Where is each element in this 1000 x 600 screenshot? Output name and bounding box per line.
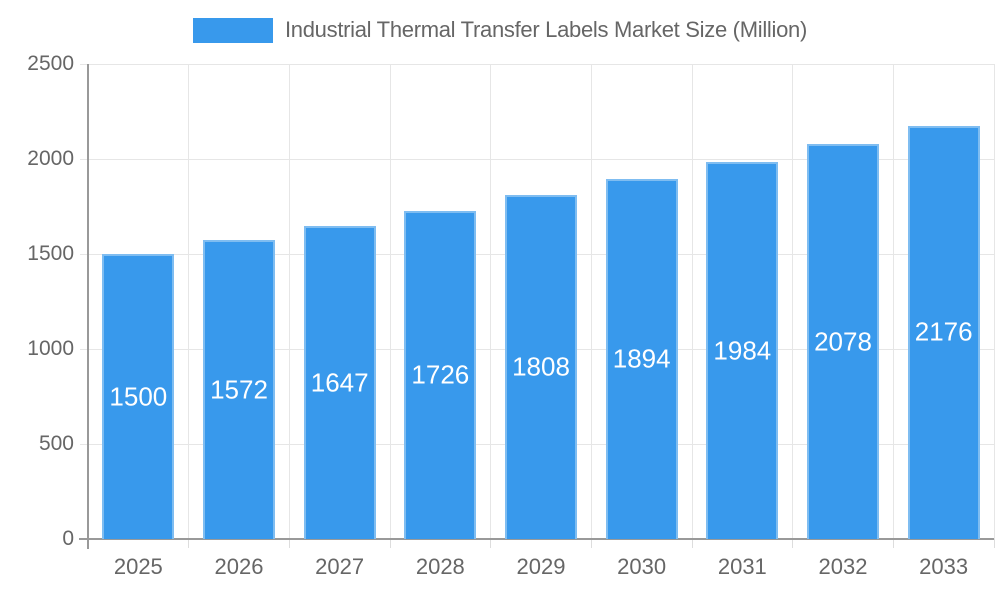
y-tick-label: 1500	[27, 242, 74, 265]
x-gridline	[993, 64, 995, 539]
x-tick-label: 2030	[617, 554, 667, 579]
x-gridline	[792, 64, 794, 539]
x-tick-label: 2027	[315, 554, 365, 579]
y-tick-label: 2500	[27, 52, 74, 75]
bar-value-label: 1894	[612, 343, 671, 374]
y-axis-labels: 0 500 1000 1500 2000 2500	[0, 52, 74, 550]
bar-2033	[907, 125, 980, 539]
x-tick-mark	[188, 539, 190, 548]
bar-value-label: 2078	[814, 326, 872, 357]
x-gridline	[892, 64, 894, 539]
y-gridline	[80, 63, 994, 65]
x-gridline	[188, 64, 190, 539]
x-tick-mark	[288, 539, 290, 548]
bar-2028	[404, 211, 477, 539]
x-axis-line	[79, 538, 994, 540]
bar-value-label: 1984	[713, 335, 772, 366]
x-tick-label: 2033	[919, 554, 969, 579]
y-tick-label: 1000	[27, 337, 74, 360]
x-tick-label: 2026	[214, 554, 264, 579]
x-tick-label: 2029	[516, 554, 566, 579]
y-tick-label: 0	[62, 527, 74, 550]
x-tick-label: 2028	[415, 554, 465, 579]
y-tick-label: 500	[38, 432, 74, 455]
x-tick-mark	[490, 539, 492, 548]
bar-2025	[102, 254, 175, 539]
bar-2030	[605, 179, 678, 539]
plot-area: 1500 1572 1647 1726 1808 1894 1984 2078 2176	[79, 63, 995, 549]
x-gridline	[389, 64, 391, 539]
y-axis-line	[87, 64, 89, 549]
x-tick-mark	[691, 539, 693, 548]
bar-2029	[505, 195, 577, 539]
x-tick-mark	[389, 539, 391, 548]
x-axis-labels: 2025 2026 2027 2028 2029 2030 2031 2032 2033	[88, 554, 994, 588]
x-gridline	[691, 64, 693, 539]
x-tick-label: 2032	[818, 554, 868, 579]
y-tick-label: 2000	[27, 147, 74, 170]
bar-2032	[807, 144, 879, 539]
x-tick-mark	[792, 539, 794, 548]
x-tick-label: 2025	[113, 554, 163, 579]
legend-swatch[interactable]	[193, 17, 273, 43]
bar-value-label: 1726	[411, 359, 470, 390]
x-tick-mark	[590, 539, 592, 548]
chart-legend[interactable]: Industrial Thermal Transfer Labels Marke…	[0, 16, 1000, 44]
bar-value-label: 1572	[210, 374, 268, 405]
x-gridline	[590, 64, 592, 539]
x-tick-mark	[993, 539, 995, 548]
x-tick-mark	[892, 539, 894, 548]
bar-value-label: 1647	[310, 367, 369, 398]
y-gridline	[80, 158, 994, 160]
x-gridline	[490, 64, 492, 539]
x-tick-label: 2031	[717, 554, 767, 579]
bar-value-label: 1500	[109, 381, 168, 411]
bar-value-label: 1808	[512, 351, 570, 382]
legend-label[interactable]: Industrial Thermal Transfer Labels Marke…	[285, 17, 807, 42]
bar-value-label: 2176	[914, 316, 973, 347]
x-gridline	[288, 64, 290, 539]
bar-2031	[706, 162, 779, 539]
bar-2027	[303, 226, 376, 539]
bar-2026	[203, 240, 275, 539]
